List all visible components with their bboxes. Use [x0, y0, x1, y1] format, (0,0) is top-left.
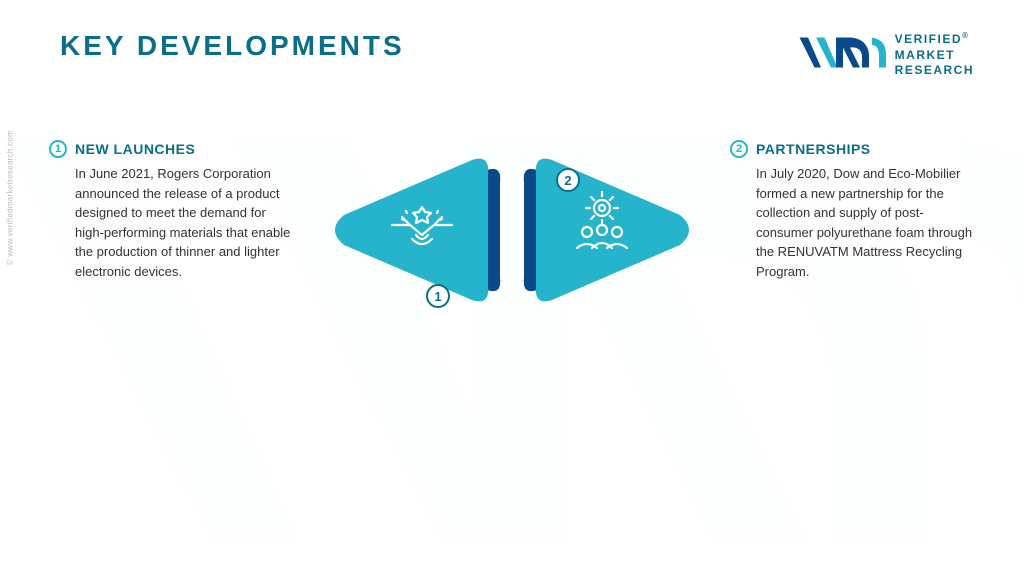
dev-text-2: 2 PARTNERSHIPS In July 2020, Dow and Eco…: [730, 140, 975, 281]
side-credit: © www.verifiedmarketresearch.com: [6, 130, 15, 266]
dev-block-2: 2 2 PARTNERSHIPS In July 2020, Dow and E…: [522, 140, 975, 320]
logo-mark-icon: [797, 30, 887, 80]
header: KEY DEVELOPMENTS VERIFIED® MARKET RESEAR…: [0, 0, 1024, 80]
dev-body-2: In July 2020, Dow and Eco-Mobilier forme…: [730, 164, 975, 281]
dev-title-2: PARTNERSHIPS: [756, 141, 871, 157]
triangle-badge-1: 1: [426, 284, 450, 308]
logo-text: VERIFIED® MARKET RESEARCH: [895, 31, 974, 79]
dev-title-1: NEW LAUNCHES: [75, 141, 195, 157]
triangle-badge-2: 2: [556, 168, 580, 192]
page-title: KEY DEVELOPMENTS: [60, 30, 405, 62]
brand-logo: VERIFIED® MARKET RESEARCH: [797, 30, 974, 80]
dev-body-1: In June 2021, Rogers Corporation announc…: [49, 164, 294, 281]
num-badge-1: 1: [49, 140, 67, 158]
dev-text-1: 1 NEW LAUNCHES In June 2021, Rogers Corp…: [49, 140, 294, 281]
num-badge-2: 2: [730, 140, 748, 158]
triangle-right: 2: [522, 140, 712, 320]
main-content: 1 NEW LAUNCHES In June 2021, Rogers Corp…: [0, 80, 1024, 320]
dev-block-1: 1 NEW LAUNCHES In June 2021, Rogers Corp…: [49, 140, 502, 320]
triangle-left: 1: [312, 140, 502, 320]
